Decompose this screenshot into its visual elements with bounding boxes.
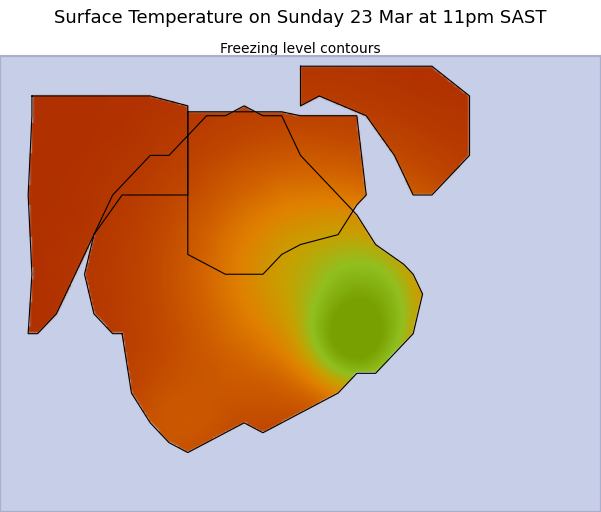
Text: Surface Temperature on Sunday 23 Mar at 11pm SAST: Surface Temperature on Sunday 23 Mar at … [54, 9, 547, 28]
Text: Freezing level contours: Freezing level contours [220, 42, 381, 56]
